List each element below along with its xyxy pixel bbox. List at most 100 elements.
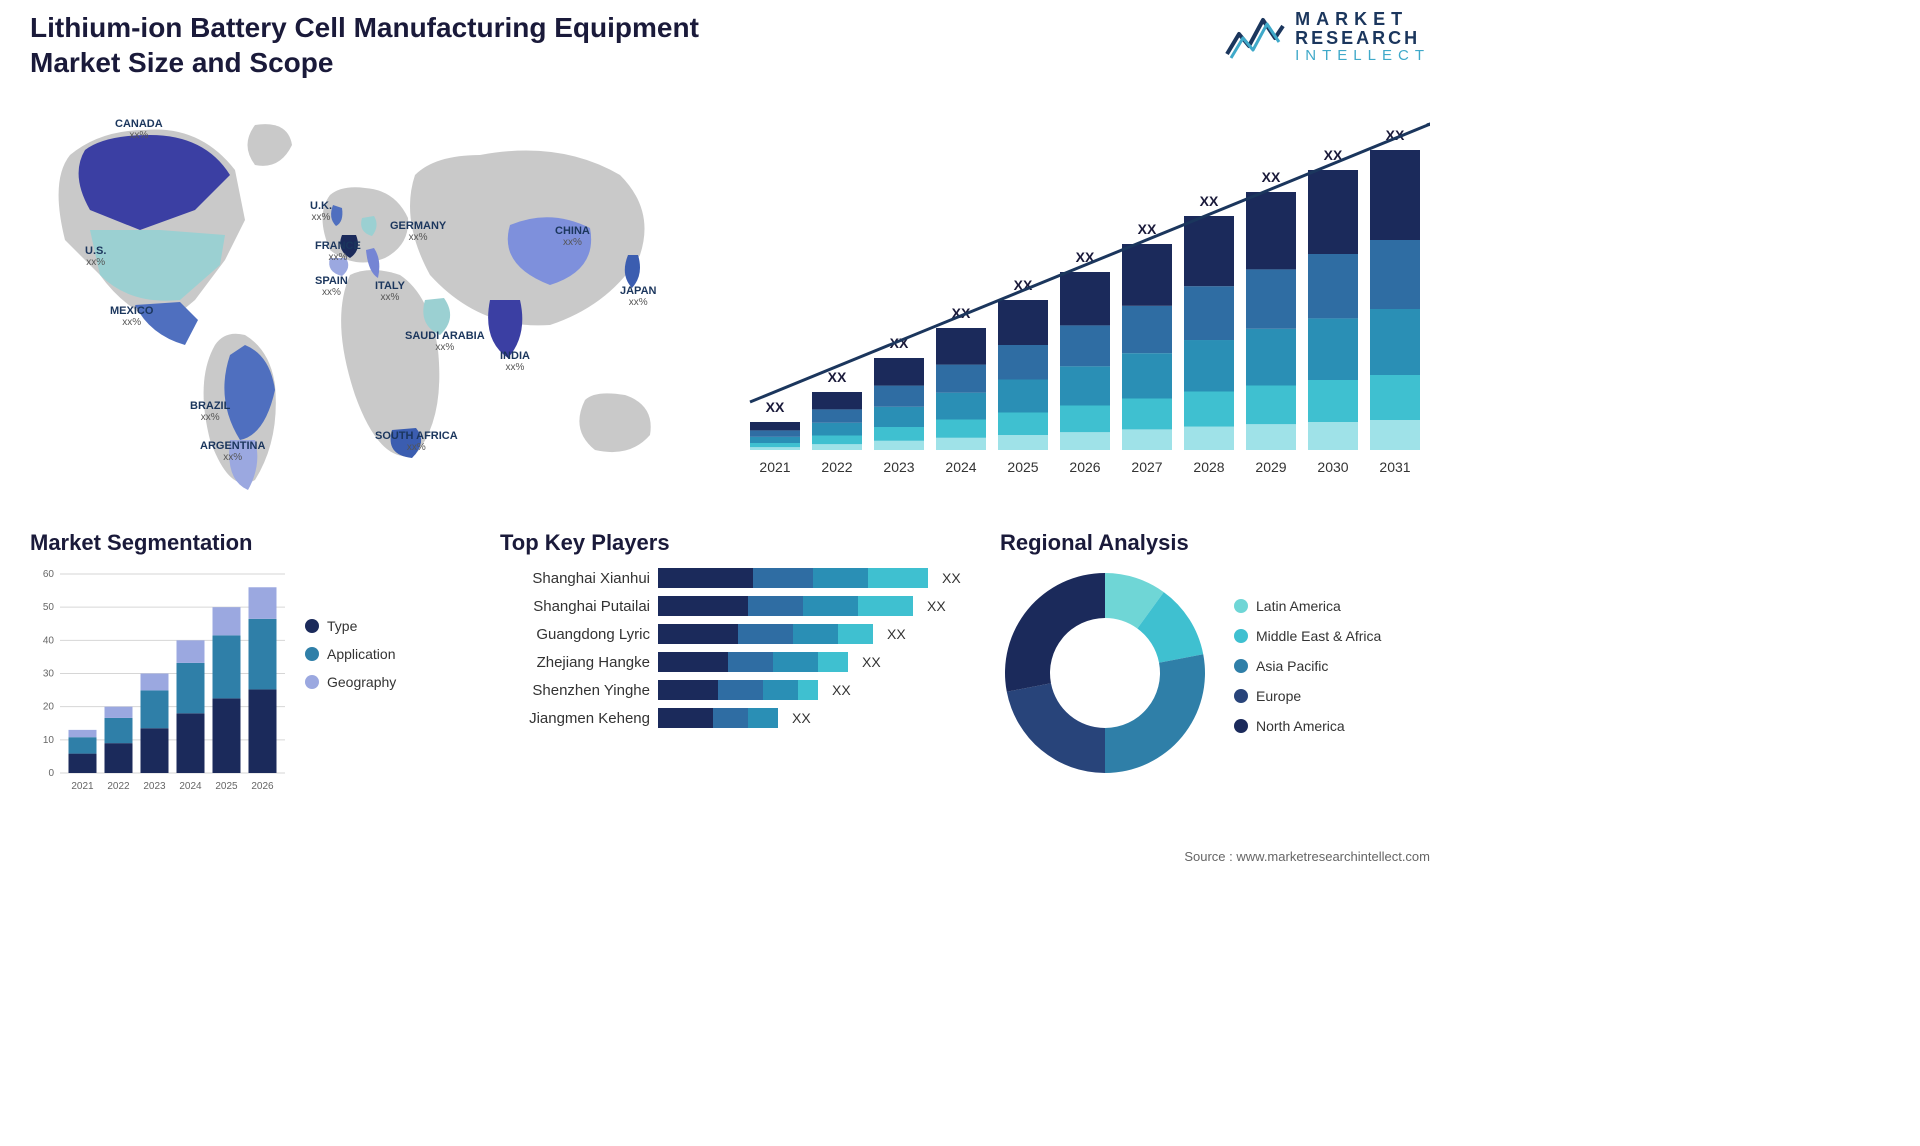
top-key-players-section: Top Key Players Shanghai XianhuiXXShangh… — [500, 530, 980, 736]
player-bar — [658, 680, 818, 700]
svg-text:2023: 2023 — [883, 459, 914, 475]
svg-text:40: 40 — [43, 635, 55, 646]
donut-slice — [1005, 573, 1105, 692]
player-row: Shanghai Xianhui XX — [500, 568, 980, 588]
map-label-mexico: MEXICOxx% — [110, 305, 153, 328]
page-title: Lithium-ion Battery Cell Manufacturing E… — [30, 10, 790, 80]
svg-text:2025: 2025 — [1007, 459, 1038, 475]
player-name: Jiangmen Keheng — [500, 710, 650, 727]
regional-legend-item: Latin America — [1234, 598, 1381, 614]
segmentation-legend-item: Type — [305, 618, 396, 634]
map-label-argentina: ARGENTINAxx% — [200, 440, 265, 463]
source-text: Source : www.marketresearchintellect.com — [1184, 849, 1430, 864]
svg-text:XX: XX — [1138, 221, 1157, 237]
map-label-u-k-: U.K.xx% — [310, 200, 332, 223]
player-name: Zhejiang Hangke — [500, 654, 650, 671]
svg-text:2023: 2023 — [143, 781, 166, 792]
player-row: Jiangmen Keheng XX — [500, 708, 980, 728]
segmentation-legend-item: Application — [305, 646, 396, 662]
svg-text:2024: 2024 — [945, 459, 976, 475]
svg-text:0: 0 — [48, 768, 54, 779]
svg-text:50: 50 — [43, 602, 55, 613]
player-value: XX — [792, 710, 811, 726]
segmentation-title: Market Segmentation — [30, 530, 430, 556]
svg-text:2031: 2031 — [1379, 459, 1410, 475]
map-label-india: INDIAxx% — [500, 350, 530, 373]
player-bar — [658, 596, 913, 616]
regional-legend-item: North America — [1234, 718, 1381, 734]
svg-text:2029: 2029 — [1255, 459, 1286, 475]
svg-text:2030: 2030 — [1317, 459, 1348, 475]
player-name: Shenzhen Yinghe — [500, 682, 650, 699]
svg-text:20: 20 — [43, 702, 55, 713]
map-label-germany: GERMANYxx% — [390, 220, 446, 243]
donut-slice — [1105, 654, 1205, 773]
player-row: Shenzhen Yinghe XX — [500, 680, 980, 700]
players-title: Top Key Players — [500, 530, 980, 556]
regional-legend-item: Asia Pacific — [1234, 658, 1381, 674]
logo-icon — [1225, 14, 1285, 60]
player-value: XX — [832, 682, 851, 698]
player-name: Guangdong Lyric — [500, 626, 650, 643]
map-label-japan: JAPANxx% — [620, 285, 656, 308]
player-row: Shanghai Putailai XX — [500, 596, 980, 616]
player-bar — [658, 568, 928, 588]
svg-text:60: 60 — [43, 569, 55, 580]
svg-text:2028: 2028 — [1193, 459, 1224, 475]
player-bar — [658, 652, 848, 672]
segmentation-legend-item: Geography — [305, 674, 396, 690]
donut-slice — [1007, 683, 1105, 773]
svg-text:2024: 2024 — [179, 781, 202, 792]
map-label-brazil: BRAZILxx% — [190, 400, 230, 423]
logo: MARKET RESEARCH INTELLECT — [1225, 10, 1430, 64]
svg-text:2022: 2022 — [107, 781, 130, 792]
svg-text:XX: XX — [1200, 193, 1219, 209]
svg-text:2027: 2027 — [1131, 459, 1162, 475]
map-label-france: FRANCExx% — [315, 240, 361, 263]
svg-text:2021: 2021 — [759, 459, 790, 475]
logo-line2: RESEARCH — [1295, 29, 1430, 48]
svg-text:2022: 2022 — [821, 459, 852, 475]
country-japan — [625, 255, 640, 288]
map-label-italy: ITALYxx% — [375, 280, 405, 303]
svg-text:2025: 2025 — [215, 781, 238, 792]
svg-text:10: 10 — [43, 735, 55, 746]
player-bar — [658, 708, 778, 728]
player-bar — [658, 624, 873, 644]
svg-text:2026: 2026 — [251, 781, 274, 792]
map-label-spain: SPAINxx% — [315, 275, 348, 298]
map-label-saudi-arabia: SAUDI ARABIAxx% — [405, 330, 485, 353]
map-label-u-s-: U.S.xx% — [85, 245, 106, 268]
player-name: Shanghai Putailai — [500, 598, 650, 615]
map-label-canada: CANADAxx% — [115, 118, 163, 141]
svg-text:XX: XX — [766, 399, 785, 415]
svg-text:2021: 2021 — [71, 781, 94, 792]
map-label-china: CHINAxx% — [555, 225, 590, 248]
regional-legend-item: Europe — [1234, 688, 1381, 704]
regional-legend-item: Middle East & Africa — [1234, 628, 1381, 644]
player-value: XX — [862, 654, 881, 670]
regional-analysis-section: Regional Analysis Latin America Middle Ea… — [1000, 530, 1430, 778]
regional-legend: Latin America Middle East & Africa Asia Pa… — [1234, 598, 1381, 748]
svg-text:30: 30 — [43, 669, 55, 680]
forecast-bar-chart: XX2021XX2022XX2023XX2024XX2025XX2026XX20… — [730, 100, 1430, 500]
player-value: XX — [887, 626, 906, 642]
player-value: XX — [942, 570, 961, 586]
regional-donut-chart — [1000, 568, 1210, 778]
segmentation-chart: 0 10 20 30 40 50 60 2021 2022 2023 2024 2025 2026 — [30, 568, 290, 798]
logo-line1: MARKET — [1295, 10, 1430, 29]
player-name: Shanghai Xianhui — [500, 570, 650, 587]
header: Lithium-ion Battery Cell Manufacturing E… — [30, 10, 1430, 80]
world-map-svg — [30, 100, 690, 500]
player-value: XX — [927, 598, 946, 614]
svg-text:XX: XX — [828, 369, 847, 385]
logo-text: MARKET RESEARCH INTELLECT — [1295, 10, 1430, 64]
player-row: Guangdong Lyric XX — [500, 624, 980, 644]
segmentation-legend: Type Application Geography — [305, 618, 396, 702]
regional-title: Regional Analysis — [1000, 530, 1430, 556]
market-segmentation-section: Market Segmentation 0 10 20 30 40 50 60 2021 202… — [30, 530, 430, 798]
world-map: CANADAxx% U.S.xx% MEXICOxx% BRAZILxx% ARGENT… — [30, 100, 690, 500]
map-label-south-africa: SOUTH AFRICAxx% — [375, 430, 458, 453]
svg-text:2026: 2026 — [1069, 459, 1100, 475]
logo-line3: INTELLECT — [1295, 48, 1430, 64]
